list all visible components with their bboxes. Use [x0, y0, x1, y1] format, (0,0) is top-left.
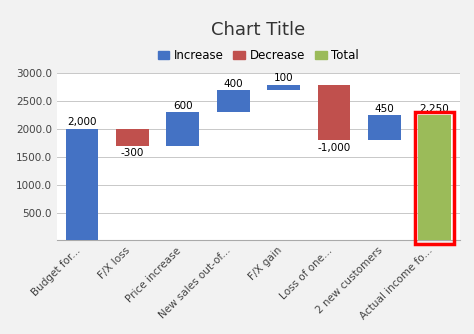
Text: -300: -300 — [121, 148, 144, 158]
Bar — [318, 85, 350, 140]
Bar — [418, 115, 451, 240]
Text: 100: 100 — [273, 73, 293, 83]
Bar — [217, 90, 249, 113]
Legend: Increase, Decrease, Total: Increase, Decrease, Total — [157, 49, 359, 62]
Bar — [368, 115, 401, 140]
Text: 450: 450 — [374, 104, 394, 114]
Text: -1,000: -1,000 — [317, 143, 350, 153]
Bar — [166, 113, 199, 146]
Bar — [415, 112, 455, 244]
Title: Chart Title: Chart Title — [211, 21, 305, 39]
Bar — [267, 85, 300, 90]
Text: 2,000: 2,000 — [67, 118, 97, 128]
Bar — [66, 129, 99, 240]
Text: 400: 400 — [223, 78, 243, 89]
Text: 2,250: 2,250 — [419, 104, 449, 114]
Bar — [116, 129, 149, 146]
Text: 600: 600 — [173, 101, 192, 111]
